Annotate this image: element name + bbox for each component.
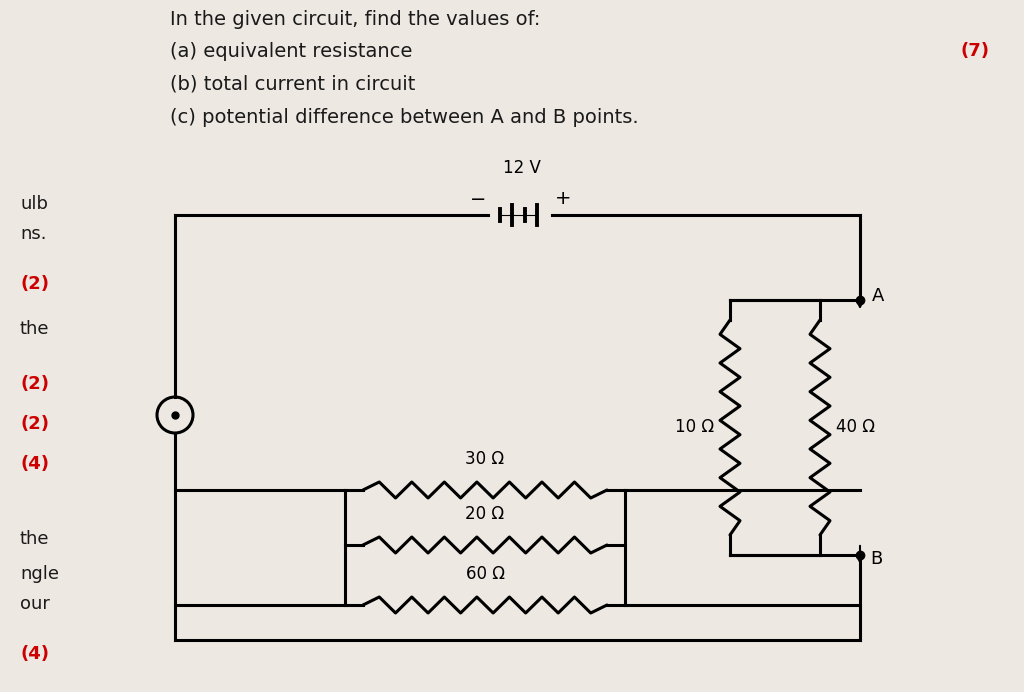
Text: (4): (4) xyxy=(20,455,49,473)
Text: our: our xyxy=(20,595,50,613)
Text: 40 Ω: 40 Ω xyxy=(836,419,874,437)
Text: (7): (7) xyxy=(961,42,990,60)
Text: A: A xyxy=(872,287,885,305)
Text: (b) total current in circuit: (b) total current in circuit xyxy=(170,74,416,93)
Text: (2): (2) xyxy=(20,275,49,293)
Text: the: the xyxy=(20,530,49,548)
Text: In the given circuit, find the values of:: In the given circuit, find the values of… xyxy=(170,10,541,29)
Text: −: − xyxy=(470,190,486,208)
Text: (2): (2) xyxy=(20,415,49,433)
Text: 60 Ω: 60 Ω xyxy=(466,565,505,583)
Text: ngle: ngle xyxy=(20,565,59,583)
Text: ulb: ulb xyxy=(20,195,48,213)
Text: +: + xyxy=(555,190,571,208)
Text: (a) equivalent resistance: (a) equivalent resistance xyxy=(170,42,413,61)
Text: B: B xyxy=(870,550,883,568)
Text: 20 Ω: 20 Ω xyxy=(466,505,505,523)
Text: 12 V: 12 V xyxy=(503,159,541,177)
Text: (2): (2) xyxy=(20,375,49,393)
Text: (4): (4) xyxy=(20,645,49,663)
Text: 30 Ω: 30 Ω xyxy=(466,450,505,468)
Text: 10 Ω: 10 Ω xyxy=(675,419,714,437)
Text: (c) potential difference between A and B points.: (c) potential difference between A and B… xyxy=(170,108,639,127)
Text: the: the xyxy=(20,320,49,338)
Text: ns.: ns. xyxy=(20,225,46,243)
